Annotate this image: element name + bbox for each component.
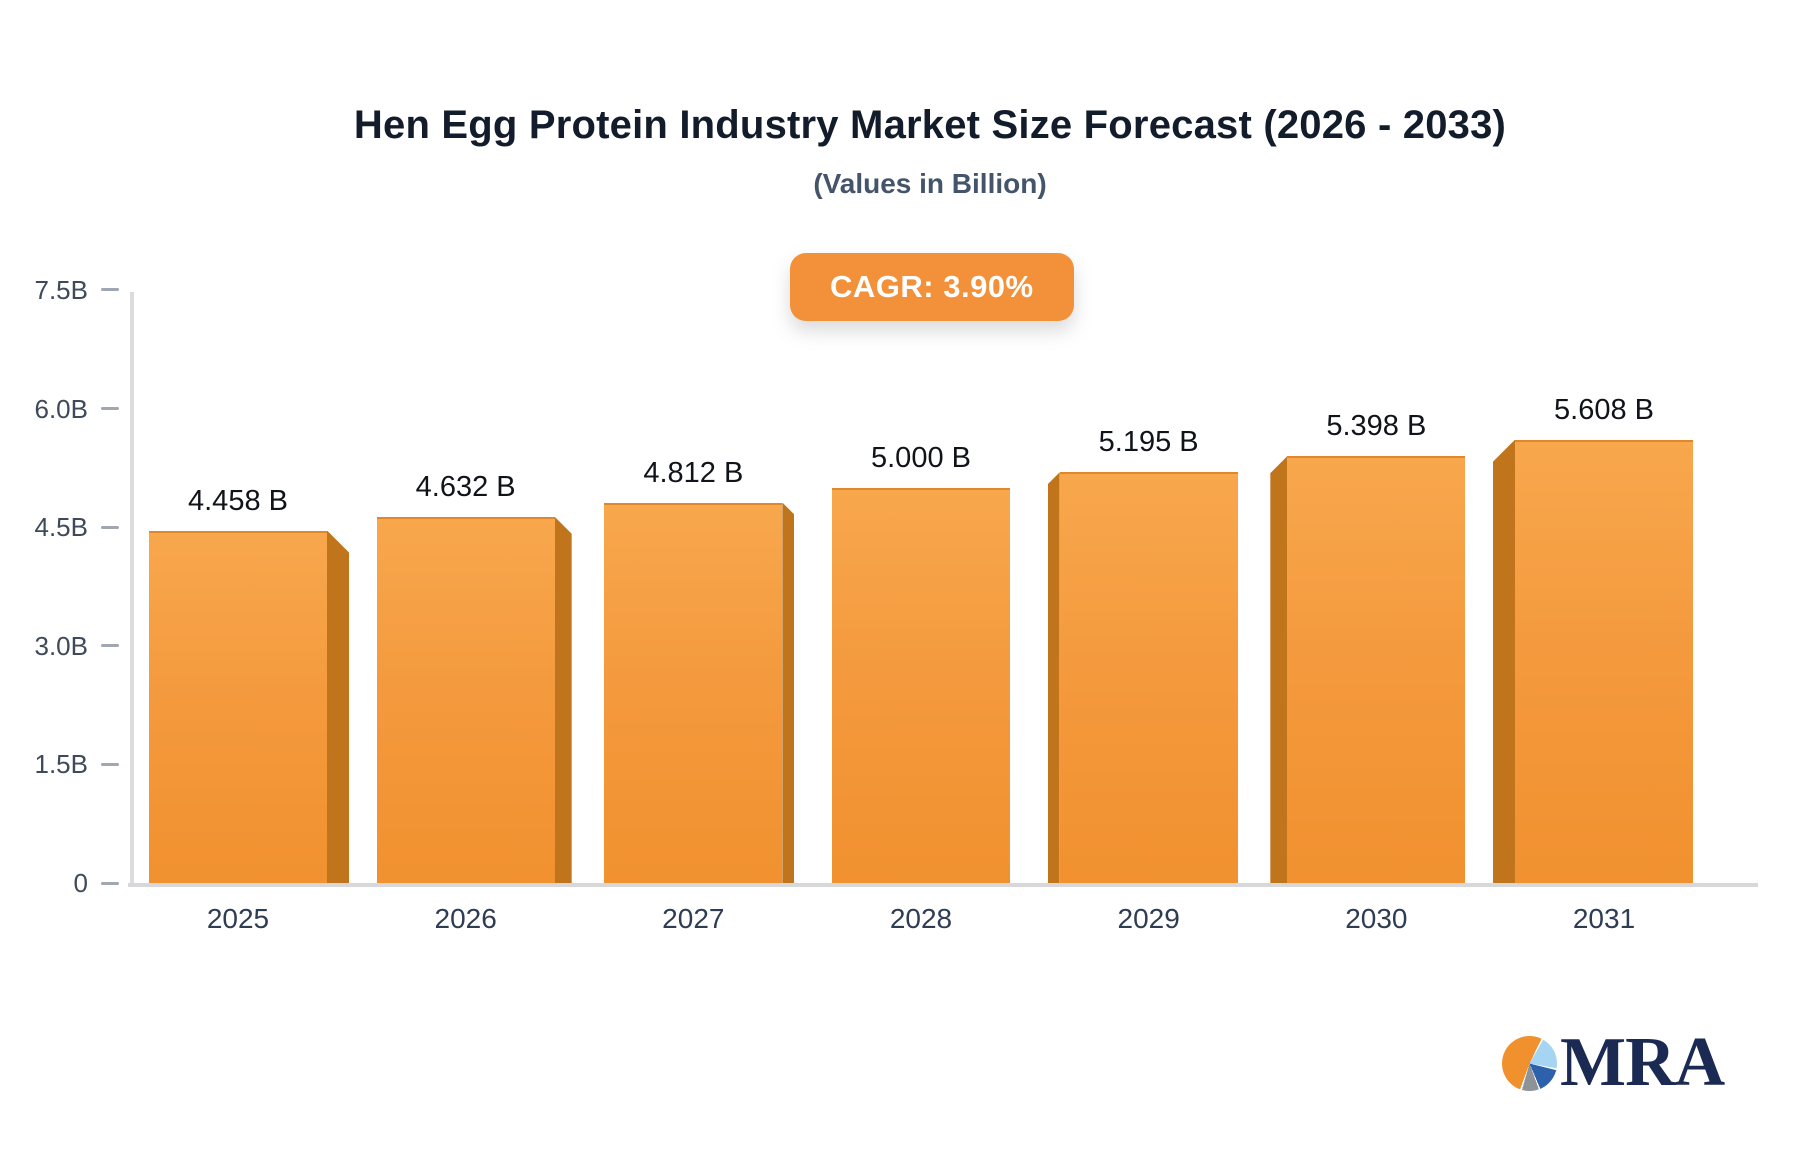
- x-tick-label: 2030: [1345, 903, 1408, 934]
- y-tick-dash: [101, 525, 119, 529]
- y-tick-label: 4.5B: [34, 512, 89, 543]
- x-tick-label: 2025: [206, 903, 270, 934]
- bar-value-label: 4.632 B: [415, 470, 516, 503]
- x-tick-label: 2028: [889, 903, 953, 934]
- mra-logo: MRA: [1502, 1024, 1725, 1101]
- bar-front: [376, 516, 555, 883]
- y-axis-line: [130, 292, 134, 884]
- cagr-badge-label: CAGR: 3.90%: [830, 269, 1034, 304]
- y-tick-dash: [101, 407, 119, 411]
- y-tick-dash: [101, 644, 119, 648]
- pie-chart-logo-icon: [1502, 1035, 1557, 1091]
- y-tick-label: 1.5B: [34, 749, 89, 780]
- x-tick-label: 2026: [434, 903, 497, 934]
- bar-side: [1270, 456, 1288, 883]
- bar-side: [554, 516, 572, 883]
- y-tick-dash: [101, 762, 119, 766]
- bar-side: [782, 502, 795, 883]
- x-tick-label: 2031: [1572, 903, 1636, 934]
- y-tick-label: 7.5B: [34, 274, 89, 305]
- x-axis-line: [128, 883, 1758, 887]
- x-tick-label: 2029: [1117, 903, 1180, 934]
- y-tick-dash: [101, 288, 119, 292]
- bar-front: [1059, 472, 1238, 883]
- cagr-badge: CAGR: 3.90%: [790, 253, 1074, 321]
- logo-text: MRA: [1560, 1024, 1725, 1101]
- y-tick-label: 6.0B: [34, 393, 89, 424]
- y-tick-label: 0: [73, 868, 88, 898]
- bar-front: [604, 502, 783, 883]
- y-tick-dash: [101, 881, 119, 885]
- chart-title: Hen Egg Protein Industry Market Size For…: [353, 103, 1507, 147]
- bar-side: [1047, 472, 1060, 883]
- y-tick-label: 3.0B: [34, 630, 89, 661]
- bar-front: [1515, 439, 1694, 883]
- bar-value-label: 5.000 B: [871, 441, 971, 474]
- x-tick-label: 2027: [662, 903, 725, 934]
- bar-value-label: 5.195 B: [1098, 426, 1199, 459]
- bar-value-label: 5.608 B: [1554, 393, 1654, 426]
- bar-front: [149, 530, 327, 883]
- bar-front: [832, 487, 1010, 883]
- bar-value-label: 5.398 B: [1326, 410, 1427, 443]
- bar-side: [1493, 439, 1516, 883]
- bar-value-label: 4.458 B: [188, 484, 288, 517]
- chart-subtitle: (Values in Billion): [813, 168, 1047, 199]
- bar-side: [327, 530, 349, 883]
- bar-front: [1287, 456, 1466, 883]
- bar-value-label: 4.812 B: [643, 456, 744, 489]
